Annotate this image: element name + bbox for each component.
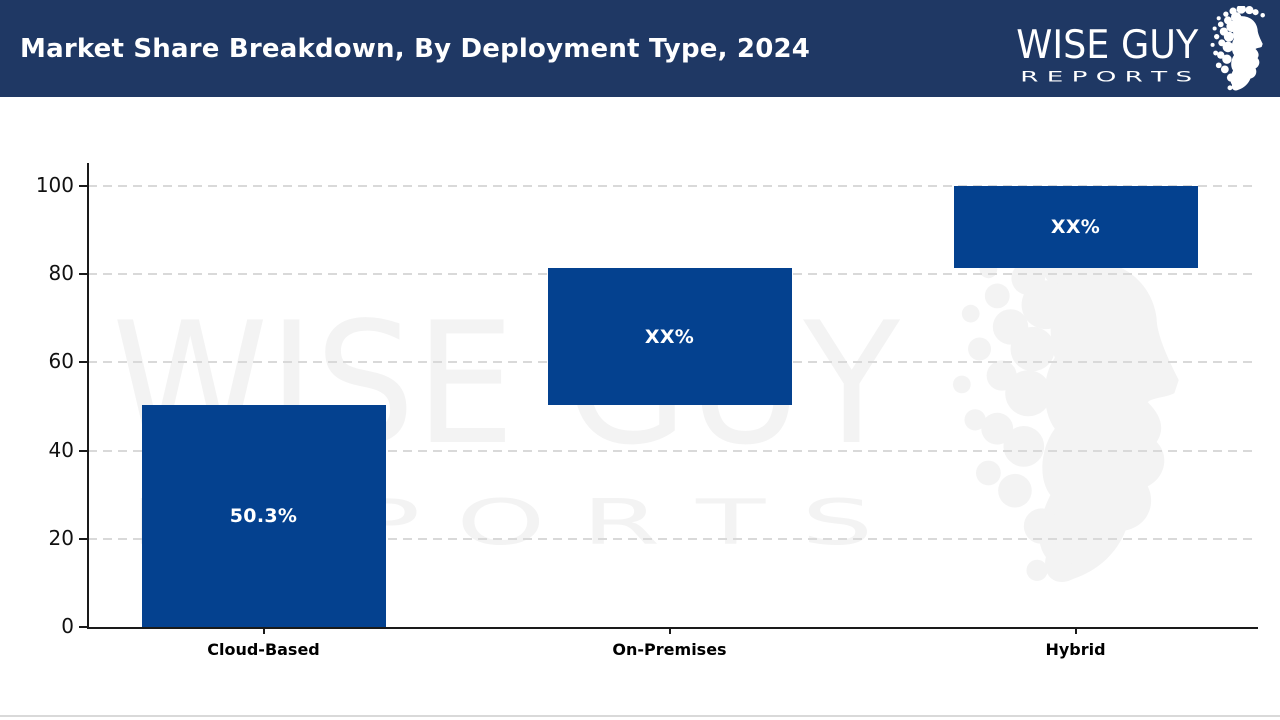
chart-title: Market Share Breakdown, By Deployment Ty…: [20, 33, 811, 64]
bar-on-premises: XX%: [547, 268, 792, 406]
bar-hybrid: XX%: [953, 186, 1198, 269]
header-bar: Market Share Breakdown, By Deployment Ty…: [0, 0, 1280, 97]
y-tick-label: 80: [48, 261, 74, 286]
x-axis-line: [87, 627, 1258, 629]
gridline-20: [88, 537, 1256, 540]
bar-value-label: XX%: [644, 325, 695, 348]
x-tick-mark: [1074, 627, 1077, 634]
y-tick-label: 20: [48, 525, 74, 550]
y-tick-mark: [79, 361, 87, 364]
plot-area: 0 20 40 60 80 100 50.3% Cloud-Based XX% On-Premis…: [0, 97, 1280, 720]
x-tick-mark: [668, 627, 671, 634]
y-tick-mark: [79, 449, 87, 452]
y-tick-mark: [79, 626, 87, 628]
y-tick-mark: [79, 537, 87, 540]
bar-value-label: 50.3%: [229, 505, 298, 528]
y-tick-label: 60: [48, 349, 74, 374]
wiseguy-logo: [1016, 6, 1266, 96]
y-tick-label: 40: [48, 437, 74, 462]
bar-cloud-based: 50.3%: [141, 405, 386, 627]
bar-value-label: XX%: [1050, 216, 1101, 239]
y-tick-label: 100: [35, 173, 74, 197]
bottom-border: [0, 715, 1280, 717]
gridline-100: [88, 185, 1256, 187]
y-tick-mark: [79, 185, 87, 187]
gridline-40: [88, 449, 1256, 452]
y-tick-label: 0: [61, 614, 74, 638]
y-axis-line: [87, 163, 89, 629]
y-tick-mark: [79, 273, 87, 276]
x-category-label-cloud-based: Cloud-Based: [207, 640, 320, 659]
x-category-label-hybrid: Hybrid: [1045, 640, 1106, 659]
x-tick-mark: [262, 627, 265, 634]
x-category-label-on-premises: On-Premises: [612, 640, 727, 659]
